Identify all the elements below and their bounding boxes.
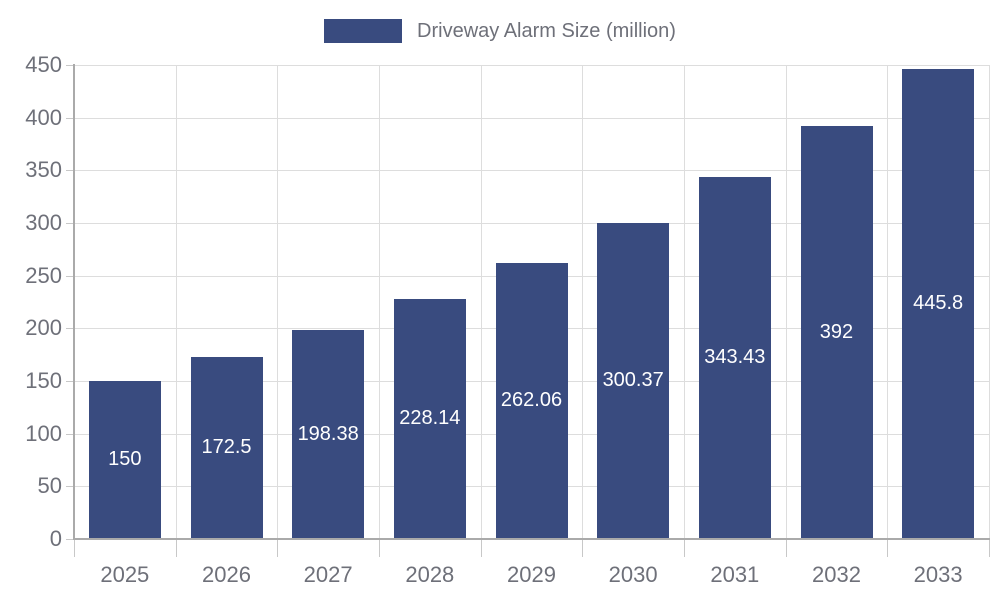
y-axis-tick: [66, 117, 74, 119]
y-axis-tick: [66, 486, 74, 488]
bar-value-label: 228.14: [399, 406, 461, 429]
y-axis-tick-label: 100: [25, 420, 62, 446]
bar-2026[interactable]: [190, 357, 263, 539]
bar-2029[interactable]: [495, 262, 568, 539]
x-gridline: [379, 65, 380, 539]
y-axis-tick-label: 200: [25, 315, 62, 341]
x-gridline: [684, 65, 685, 539]
bar-value-label: 172.5: [201, 436, 252, 459]
x-gridline: [480, 65, 482, 539]
y-axis-tick-label: 0: [49, 526, 62, 551]
x-gridline: [277, 65, 279, 539]
legend-item[interactable]: Driveway Alarm Size (million): [0, 19, 1000, 43]
x-axis-tick-label: 2025: [100, 562, 150, 587]
x-axis-tick: [480, 539, 482, 557]
bar-value-label: 392: [819, 320, 854, 343]
bar-value-label: 445.8: [913, 292, 964, 315]
bar-2025[interactable]: [88, 381, 161, 539]
y-axis-tick: [66, 433, 74, 435]
x-axis-tick: [74, 539, 75, 557]
x-axis-tick: [277, 539, 279, 557]
bar-value-label: 150: [108, 448, 142, 470]
y-axis-tick: [66, 328, 74, 330]
x-gridline: [785, 65, 787, 539]
bar-value-label: 343.43: [704, 346, 766, 369]
bar-value-label: 262.06: [500, 388, 563, 411]
x-gridline: [175, 65, 177, 539]
x-gridline: [582, 65, 584, 539]
y-axis-tick-label: 50: [37, 473, 62, 499]
x-axis-tick: [379, 539, 380, 557]
y-axis-tick: [66, 381, 74, 382]
x-axis-tick-label: 2029: [507, 562, 556, 587]
x-axis-tick: [887, 539, 889, 557]
y-axis-tick-label: 400: [25, 104, 62, 130]
bar-value-label: 198.38: [297, 422, 359, 445]
x-axis-tick: [785, 539, 787, 557]
bar-2028[interactable]: [393, 298, 466, 539]
x-axis-tick-label: 2033: [913, 562, 963, 587]
x-axis-tick: [684, 539, 685, 557]
bar-2033[interactable]: [902, 69, 975, 539]
y-axis-tick: [66, 223, 74, 224]
legend-label: Driveway Alarm Size (million): [417, 19, 676, 42]
x-axis-tick: [582, 539, 584, 557]
y-gridline: [74, 170, 989, 172]
y-gridline: [74, 223, 989, 224]
bar-2027[interactable]: [292, 330, 365, 539]
y-axis-tick: [66, 275, 74, 277]
x-gridline: [989, 65, 990, 539]
x-axis-tick: [989, 539, 990, 557]
y-axis-tick-label: 350: [25, 157, 62, 183]
legend-swatch: [324, 19, 403, 43]
bar-2032[interactable]: [800, 126, 873, 539]
x-axis-line: [73, 538, 990, 540]
y-axis-tick-label: 300: [25, 210, 62, 235]
x-axis-tick-label: 2026: [202, 562, 251, 587]
y-gridline: [74, 65, 989, 66]
y-axis-tick-label: 250: [25, 262, 62, 288]
y-axis-line: [73, 64, 75, 540]
y-gridline: [74, 117, 989, 119]
x-axis-tick-label: 2027: [303, 562, 353, 587]
x-axis-tick-label: 2030: [608, 562, 658, 587]
y-axis-tick: [66, 170, 74, 172]
x-axis-tick-label: 2032: [812, 562, 861, 587]
bar-value-label: 300.37: [602, 368, 664, 391]
y-axis-tick: [66, 539, 74, 540]
y-axis-tick-label: 150: [25, 368, 62, 393]
bar-2031[interactable]: [698, 177, 771, 539]
x-gridline: [887, 65, 889, 539]
bar-2030[interactable]: [597, 222, 670, 539]
x-axis-tick-label: 2031: [710, 562, 760, 587]
y-axis-tick: [66, 65, 74, 66]
x-axis-tick-label: 2028: [405, 562, 455, 587]
x-axis-tick: [175, 539, 177, 557]
y-axis-tick-label: 450: [25, 52, 62, 77]
